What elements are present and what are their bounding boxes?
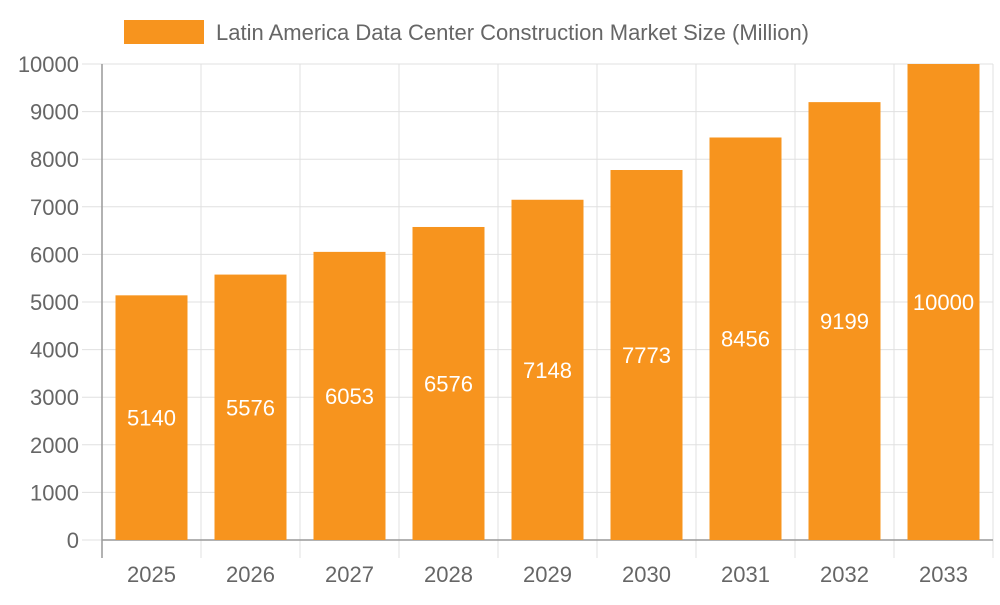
bar bbox=[412, 226, 485, 540]
bar bbox=[511, 199, 584, 541]
x-tick-label: 2033 bbox=[919, 562, 968, 587]
bar bbox=[709, 137, 782, 541]
y-axis: 0 1000 2000 3000 4000 5000 6000 7000 8000 9000 100… bbox=[18, 52, 79, 553]
bar bbox=[610, 170, 683, 541]
data-label: 6576 bbox=[424, 371, 473, 396]
legend-swatch bbox=[124, 20, 204, 44]
bar bbox=[907, 64, 980, 540]
bar bbox=[313, 251, 386, 540]
bar bbox=[115, 295, 188, 540]
x-tick-label: 2026 bbox=[226, 562, 275, 587]
bars bbox=[115, 64, 980, 541]
data-labels: 5140 5576 6053 6576 7148 7773 8456 9199 10000 bbox=[127, 290, 974, 431]
data-label: 6053 bbox=[325, 384, 374, 409]
y-tick-label: 9000 bbox=[30, 100, 79, 125]
y-tick-label: 8000 bbox=[30, 147, 79, 172]
x-axis: 2025 2026 2027 2028 2029 2030 2031 2032 2033 bbox=[127, 562, 968, 587]
data-label: 9199 bbox=[820, 309, 869, 334]
y-tick-label: 7000 bbox=[30, 195, 79, 220]
x-tick-label: 2032 bbox=[820, 562, 869, 587]
y-tick-label: 1000 bbox=[30, 480, 79, 505]
y-tick-label: 0 bbox=[67, 528, 79, 553]
x-tick-label: 2031 bbox=[721, 562, 770, 587]
data-label: 5576 bbox=[226, 395, 275, 420]
data-label: 5140 bbox=[127, 406, 176, 431]
bar bbox=[214, 274, 287, 540]
y-tick-label: 10000 bbox=[18, 52, 79, 77]
y-tick-label: 5000 bbox=[30, 290, 79, 315]
legend[interactable]: Latin America Data Center Construction M… bbox=[124, 20, 809, 45]
y-tick-label: 6000 bbox=[30, 242, 79, 267]
data-label: 7148 bbox=[523, 358, 572, 383]
y-tick-label: 3000 bbox=[30, 385, 79, 410]
x-tick-label: 2028 bbox=[424, 562, 473, 587]
data-label: 10000 bbox=[913, 290, 974, 315]
bar bbox=[808, 102, 881, 541]
data-label: 8456 bbox=[721, 327, 770, 352]
y-tick-label: 2000 bbox=[30, 433, 79, 458]
x-tick-label: 2027 bbox=[325, 562, 374, 587]
legend-label: Latin America Data Center Construction M… bbox=[216, 20, 809, 45]
y-tick-label: 4000 bbox=[30, 338, 79, 363]
data-label: 7773 bbox=[622, 343, 671, 368]
x-tick-label: 2030 bbox=[622, 562, 671, 587]
x-tick-label: 2025 bbox=[127, 562, 176, 587]
x-tick-label: 2029 bbox=[523, 562, 572, 587]
